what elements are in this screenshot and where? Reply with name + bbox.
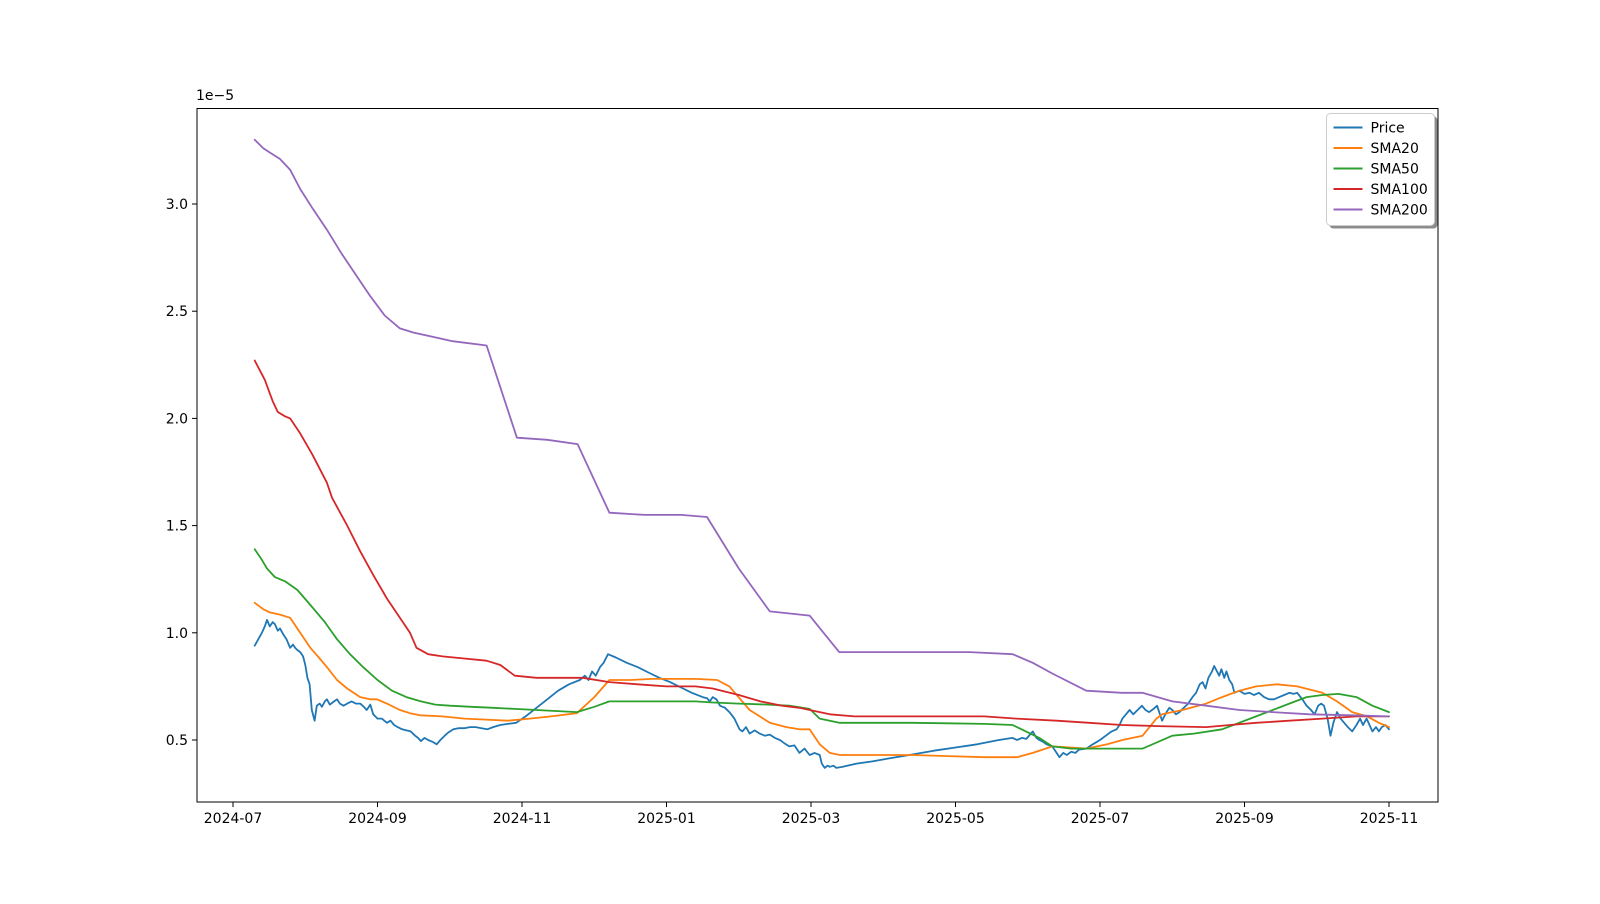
legend-label-price: Price xyxy=(1371,121,1405,137)
y-tick-label: 3.0 xyxy=(166,197,188,213)
y-tick-label: 1.5 xyxy=(166,519,188,535)
legend: Price SMA20 SMA50 SMA100 SMA200 xyxy=(1326,113,1438,229)
axes-spines xyxy=(196,108,1439,803)
series-line-sma200 xyxy=(253,138,1390,718)
y-tick-label: 0.5 xyxy=(166,733,188,749)
x-tick-label: 2024-09 xyxy=(348,811,407,827)
legend-label-sma20: SMA20 xyxy=(1371,141,1419,157)
x-tick-label: 2025-09 xyxy=(1215,811,1274,827)
series-line-sma50 xyxy=(253,548,1390,750)
y-axis-offset-text: 1e−5 xyxy=(196,88,234,104)
y-tick-label: 2.0 xyxy=(166,411,188,427)
x-axis-ticks: 2024-07 2024-09 2024-11 2025-01 2025-03 2025-… xyxy=(204,802,1419,827)
legend-label-sma200: SMA200 xyxy=(1371,203,1428,219)
series-line-sma20 xyxy=(253,601,1390,759)
x-tick-label: 2025-01 xyxy=(637,811,696,827)
y-tick-label: 1.0 xyxy=(166,626,188,642)
x-tick-label: 2024-07 xyxy=(204,811,263,827)
series-line-sma100 xyxy=(253,359,1390,728)
legend-label-sma50: SMA50 xyxy=(1371,162,1419,178)
x-tick-label: 2025-05 xyxy=(926,811,985,827)
x-tick-label: 2025-11 xyxy=(1360,811,1419,827)
y-tick-label: 2.5 xyxy=(166,304,188,320)
x-tick-label: 2025-07 xyxy=(1071,811,1130,827)
x-tick-label: 2025-03 xyxy=(782,811,841,827)
series-lines xyxy=(253,138,1390,769)
x-tick-label: 2024-11 xyxy=(493,811,552,827)
y-axis-ticks: 0.5 1.0 1.5 2.0 2.5 3.0 xyxy=(166,197,197,749)
legend-label-sma100: SMA100 xyxy=(1371,182,1428,198)
